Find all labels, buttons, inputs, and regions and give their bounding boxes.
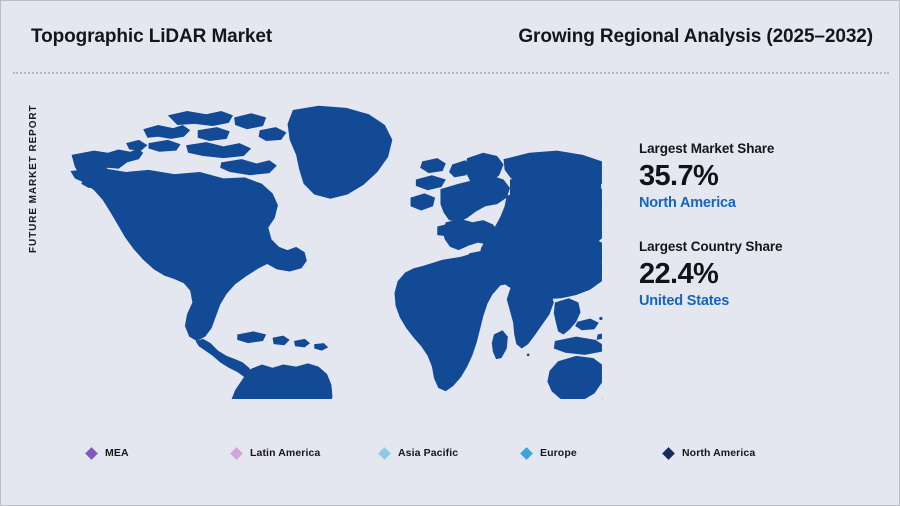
header-divider xyxy=(13,72,889,75)
stat-label: Largest Market Share xyxy=(639,141,775,156)
stats-panel: Largest Market Share 35.7% North America… xyxy=(639,141,879,337)
legend-marker-diamond-icon xyxy=(520,446,533,460)
header-subtitle: Growing Regional Analysis (2025–2032) xyxy=(518,26,873,47)
legend-item-latin-america[interactable]: Latin America xyxy=(230,446,380,460)
stat-value: 22.4% xyxy=(639,257,719,290)
header: Topographic LiDAR Market Growing Regiona… xyxy=(1,1,899,73)
stat-value: 35.7% xyxy=(639,160,719,192)
legend-label: Latin America xyxy=(250,447,321,459)
page-title: Topographic LiDAR Market xyxy=(31,26,273,47)
legend-item-north-america[interactable]: North America xyxy=(662,446,756,460)
legend-marker-diamond-icon xyxy=(378,446,391,460)
map-legend: MEA Latin America Asia Pacific Europe No… xyxy=(85,446,787,460)
legend-label: North America xyxy=(682,447,756,459)
legend-marker-diamond-icon xyxy=(662,446,675,460)
legend-item-europe[interactable]: Europe xyxy=(520,446,664,460)
legend-marker-diamond-icon xyxy=(230,446,243,460)
stat-largest-country-share: Largest Country Share 22.4% United State… xyxy=(639,239,879,309)
legend-label: Europe xyxy=(540,447,577,459)
world-map xyxy=(63,99,603,399)
stat-label: Largest Country Share xyxy=(639,238,783,254)
stat-region: North America xyxy=(639,194,736,211)
brand-vertical-label: FUTURE MARKET REPORT xyxy=(28,104,39,253)
stat-largest-market-share: Largest Market Share 35.7% North America xyxy=(639,141,879,211)
stat-region: United States xyxy=(639,292,730,309)
legend-marker-diamond-icon xyxy=(85,446,98,460)
map-land-layer xyxy=(70,105,603,399)
legend-label: MEA xyxy=(105,447,129,459)
legend-label: Asia Pacific xyxy=(398,447,459,459)
legend-item-mea[interactable]: MEA xyxy=(85,446,232,460)
legend-item-asia-pacific[interactable]: Asia Pacific xyxy=(378,446,522,460)
